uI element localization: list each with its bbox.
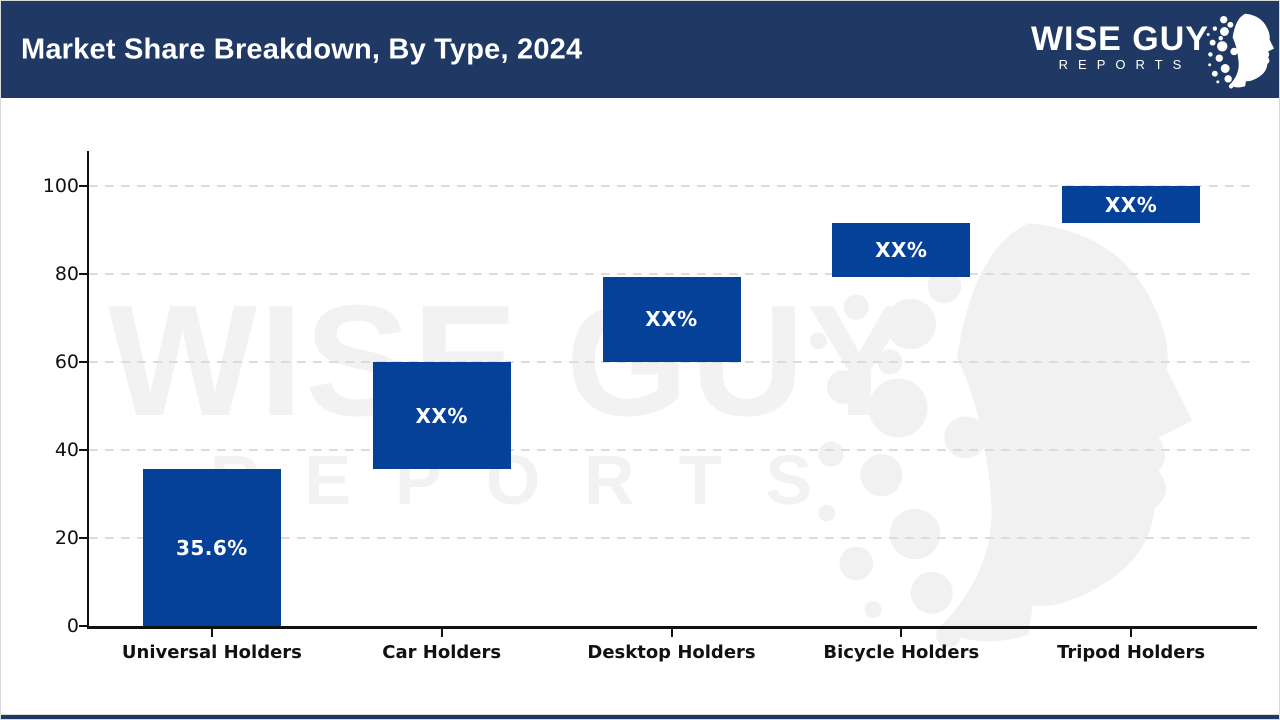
bar-desktop-holders: XX% xyxy=(602,276,741,362)
y-axis-tick-mark xyxy=(79,361,87,363)
y-axis-tick-label: 0 xyxy=(66,615,79,637)
x-axis-tick-mark xyxy=(1130,629,1133,637)
bar-bicycle-holders: XX% xyxy=(832,223,971,277)
header-bar: Market Share Breakdown, By Type, 2024 WI… xyxy=(1,1,1279,98)
wise-guy-logo: WISE GUY REPORTS xyxy=(1031,7,1275,95)
x-axis-category-label: Desktop Holders xyxy=(587,642,756,663)
logo-reports-label: REPORTS xyxy=(1058,57,1192,72)
x-axis-category-label: Tripod Holders xyxy=(1057,642,1206,663)
y-axis-tick-mark xyxy=(79,273,87,275)
y-axis-spine xyxy=(87,151,89,629)
x-axis-category-label: Car Holders xyxy=(382,642,502,663)
x-axis-tick-mark xyxy=(440,629,443,637)
bar-tripod-holders: XX% xyxy=(1062,186,1201,224)
plot-area: WISE GUY REPORTS 0 20 40 60 80 100 35.6% Univer… xyxy=(1,98,1279,716)
y-axis-tick-mark xyxy=(79,449,87,451)
logo-wordmark: WISE GUY xyxy=(1030,20,1209,58)
y-axis-tick-label: 80 xyxy=(54,263,79,285)
bar-car-holders: XX% xyxy=(372,362,511,470)
x-axis-spine xyxy=(87,626,1257,629)
footer-bar xyxy=(1,714,1279,719)
y-axis-tick-mark xyxy=(79,185,87,187)
gridline-60 xyxy=(89,361,1256,363)
y-axis-tick-label: 20 xyxy=(54,527,79,549)
watermark-reports-label: REPORTS xyxy=(209,441,857,519)
gridline-20 xyxy=(89,537,1256,539)
bar-value-label: XX% xyxy=(645,307,698,332)
x-axis-tick-mark xyxy=(670,629,673,637)
logo-wordmark-block: WISE GUY REPORTS xyxy=(1031,21,1209,73)
y-axis-tick-label: 40 xyxy=(54,439,79,461)
bar-value-label: XX% xyxy=(1104,192,1158,217)
y-axis-tick-mark xyxy=(79,537,87,539)
x-axis-category-label: Bicycle Holders xyxy=(823,642,980,663)
chart-title: Market Share Breakdown, By Type, 2024 xyxy=(21,33,583,65)
bar-value-label: XX% xyxy=(875,238,928,262)
x-axis-tick-mark xyxy=(900,629,903,637)
y-axis-tick-label: 100 xyxy=(42,175,79,197)
gridline-40 xyxy=(89,449,1256,451)
bar-value-label: 35.6% xyxy=(175,535,248,560)
y-axis-tick-mark xyxy=(79,625,87,627)
x-axis-tick-mark xyxy=(210,629,213,637)
gridline-80 xyxy=(89,273,1256,275)
bar-universal-holders: 35.6% xyxy=(142,469,281,626)
gridline-100 xyxy=(89,185,1256,187)
bar-value-label: XX% xyxy=(415,403,468,428)
x-axis-category-label: Universal Holders xyxy=(121,642,302,663)
logo-face-icon xyxy=(1206,13,1275,89)
y-axis-tick-label: 60 xyxy=(54,351,79,373)
